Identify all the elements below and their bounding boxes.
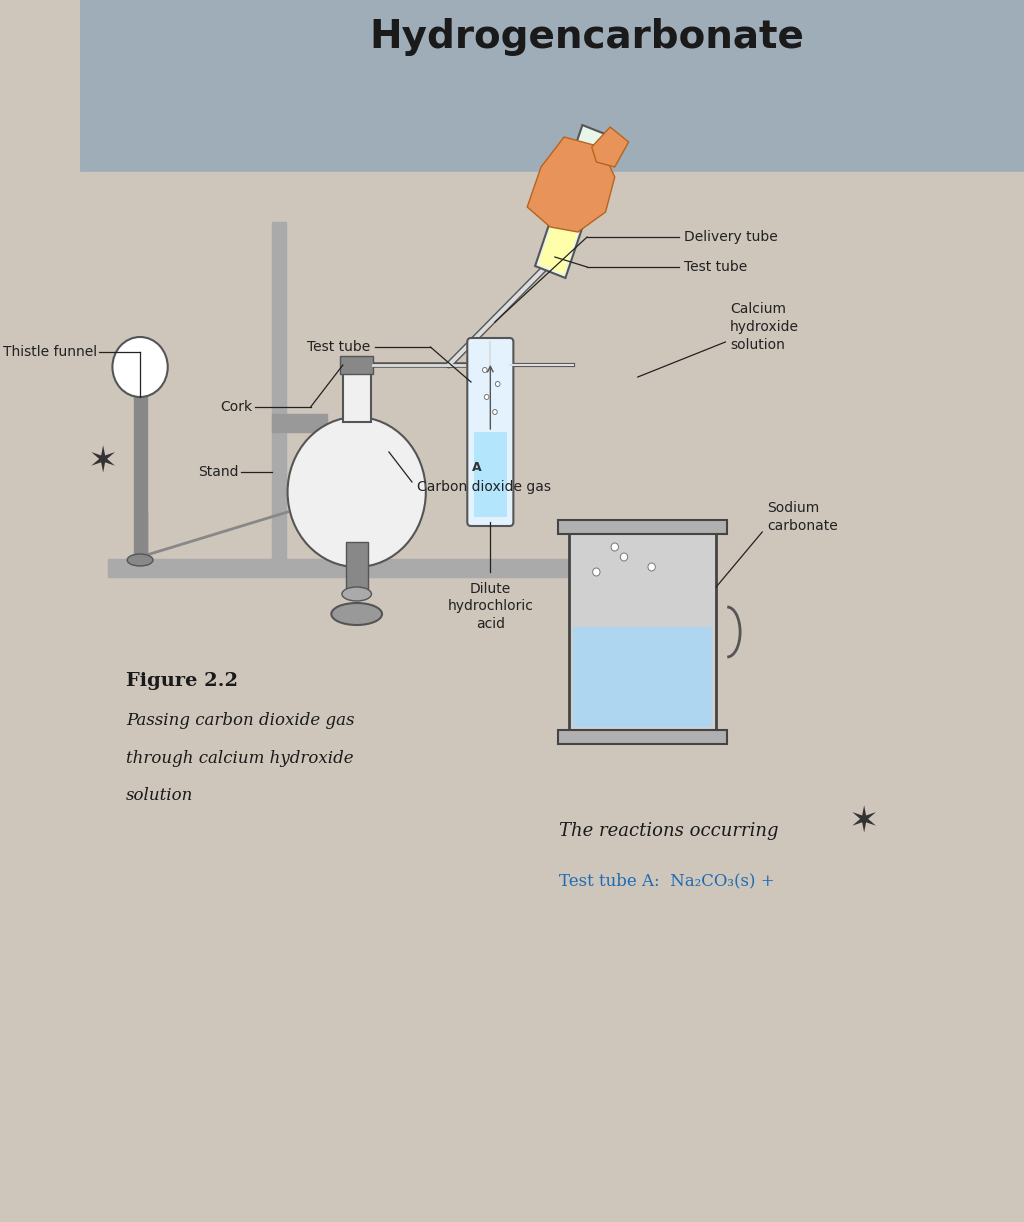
Text: Hydrogencarbonate: Hydrogencarbonate <box>370 18 805 56</box>
Text: solution: solution <box>126 787 194 804</box>
Bar <box>346 543 368 598</box>
Circle shape <box>113 337 168 397</box>
Text: Test tube: Test tube <box>307 340 371 354</box>
Bar <box>343 367 371 422</box>
Ellipse shape <box>342 587 372 601</box>
Circle shape <box>648 563 655 571</box>
Text: Figure 2.2: Figure 2.2 <box>126 672 239 690</box>
Bar <box>474 433 507 517</box>
Text: Cork: Cork <box>220 400 253 414</box>
FancyBboxPatch shape <box>467 338 513 525</box>
Ellipse shape <box>332 602 382 624</box>
Bar <box>108 558 614 577</box>
Bar <box>573 627 712 727</box>
Bar <box>558 521 727 534</box>
Text: Calcium
hydroxide
solution: Calcium hydroxide solution <box>730 302 799 352</box>
Bar <box>568 532 716 732</box>
Circle shape <box>484 395 488 400</box>
Bar <box>340 356 374 374</box>
Text: Delivery tube: Delivery tube <box>684 230 777 244</box>
Circle shape <box>611 543 618 551</box>
Circle shape <box>593 568 600 576</box>
Text: Dilute
hydrochloric
acid: Dilute hydrochloric acid <box>447 582 534 631</box>
Bar <box>80 0 1024 172</box>
Circle shape <box>482 368 487 373</box>
Text: Sodium
carbonate: Sodium carbonate <box>767 501 838 533</box>
Text: through calcium hydroxide: through calcium hydroxide <box>126 750 354 767</box>
Circle shape <box>496 381 500 386</box>
Bar <box>558 730 727 744</box>
Text: Carbon dioxide gas: Carbon dioxide gas <box>417 480 551 494</box>
Text: A: A <box>472 461 481 473</box>
Bar <box>134 382 146 562</box>
Text: The reactions occurring: The reactions occurring <box>559 822 779 840</box>
Bar <box>272 414 328 433</box>
Bar <box>80 172 1024 1222</box>
Text: ✶: ✶ <box>88 445 119 479</box>
Text: Passing carbon dioxide gas: Passing carbon dioxide gas <box>126 712 354 730</box>
Text: Test tube A:  Na₂CO₃(s) +: Test tube A: Na₂CO₃(s) + <box>559 873 775 888</box>
Polygon shape <box>539 215 581 274</box>
Polygon shape <box>536 125 612 277</box>
Circle shape <box>493 409 498 414</box>
Polygon shape <box>527 137 614 232</box>
Circle shape <box>621 554 628 561</box>
Bar <box>272 222 286 572</box>
Ellipse shape <box>288 417 426 567</box>
Ellipse shape <box>127 554 153 566</box>
Text: Test tube: Test tube <box>684 260 748 274</box>
Text: ✶: ✶ <box>849 805 879 840</box>
Text: Thistle funnel: Thistle funnel <box>3 345 96 359</box>
Text: Stand: Stand <box>199 466 239 479</box>
Bar <box>135 512 146 562</box>
Polygon shape <box>592 127 629 167</box>
